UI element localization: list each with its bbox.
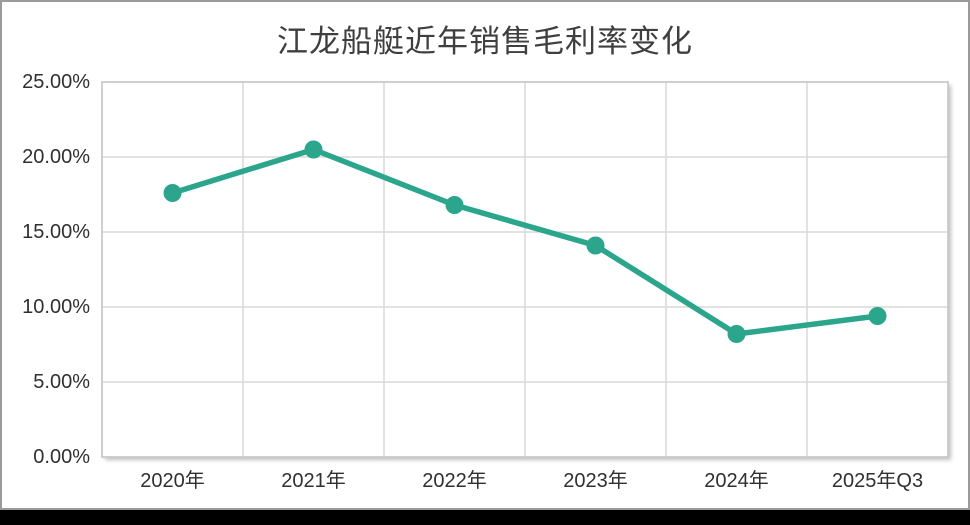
chart-window: 江龙船艇近年销售毛利率变化 25.00% 20.00% 15.00% 10.00% 5.… — [0, 0, 970, 510]
plot-border — [101, 81, 949, 458]
data-point-marker — [586, 236, 605, 255]
y-axis-tick-label: 25.00% — [22, 71, 90, 93]
data-point-marker — [304, 140, 323, 159]
data-point-marker — [445, 196, 464, 214]
x-axis-tick-label: 2022年 — [422, 470, 487, 492]
plot-area — [101, 81, 949, 458]
x-axis-tick-label: 2021年 — [281, 470, 346, 492]
x-axis-tick-label: 2023年 — [563, 470, 628, 492]
y-axis-tick-label: 20.00% — [22, 146, 90, 168]
y-axis-tick-label: 0.00% — [33, 446, 90, 468]
x-axis-tick-label: 2025年Q3 — [831, 470, 924, 492]
data-point-marker — [727, 325, 746, 343]
x-axis-tick-label: 2020年 — [140, 470, 205, 492]
chart-title: 江龙船艇近年销售毛利率变化 — [277, 24, 693, 59]
x-axis-tick-label: 2024年 — [704, 470, 769, 492]
y-axis-tick-label: 5.00% — [33, 371, 90, 393]
data-point-marker — [868, 307, 887, 325]
y-axis-tick-label: 15.00% — [22, 221, 90, 243]
data-point-marker — [163, 184, 182, 202]
y-axis-tick-label: 10.00% — [22, 296, 90, 318]
series-line — [169, 146, 881, 337]
letterbox-band — [0, 510, 970, 525]
